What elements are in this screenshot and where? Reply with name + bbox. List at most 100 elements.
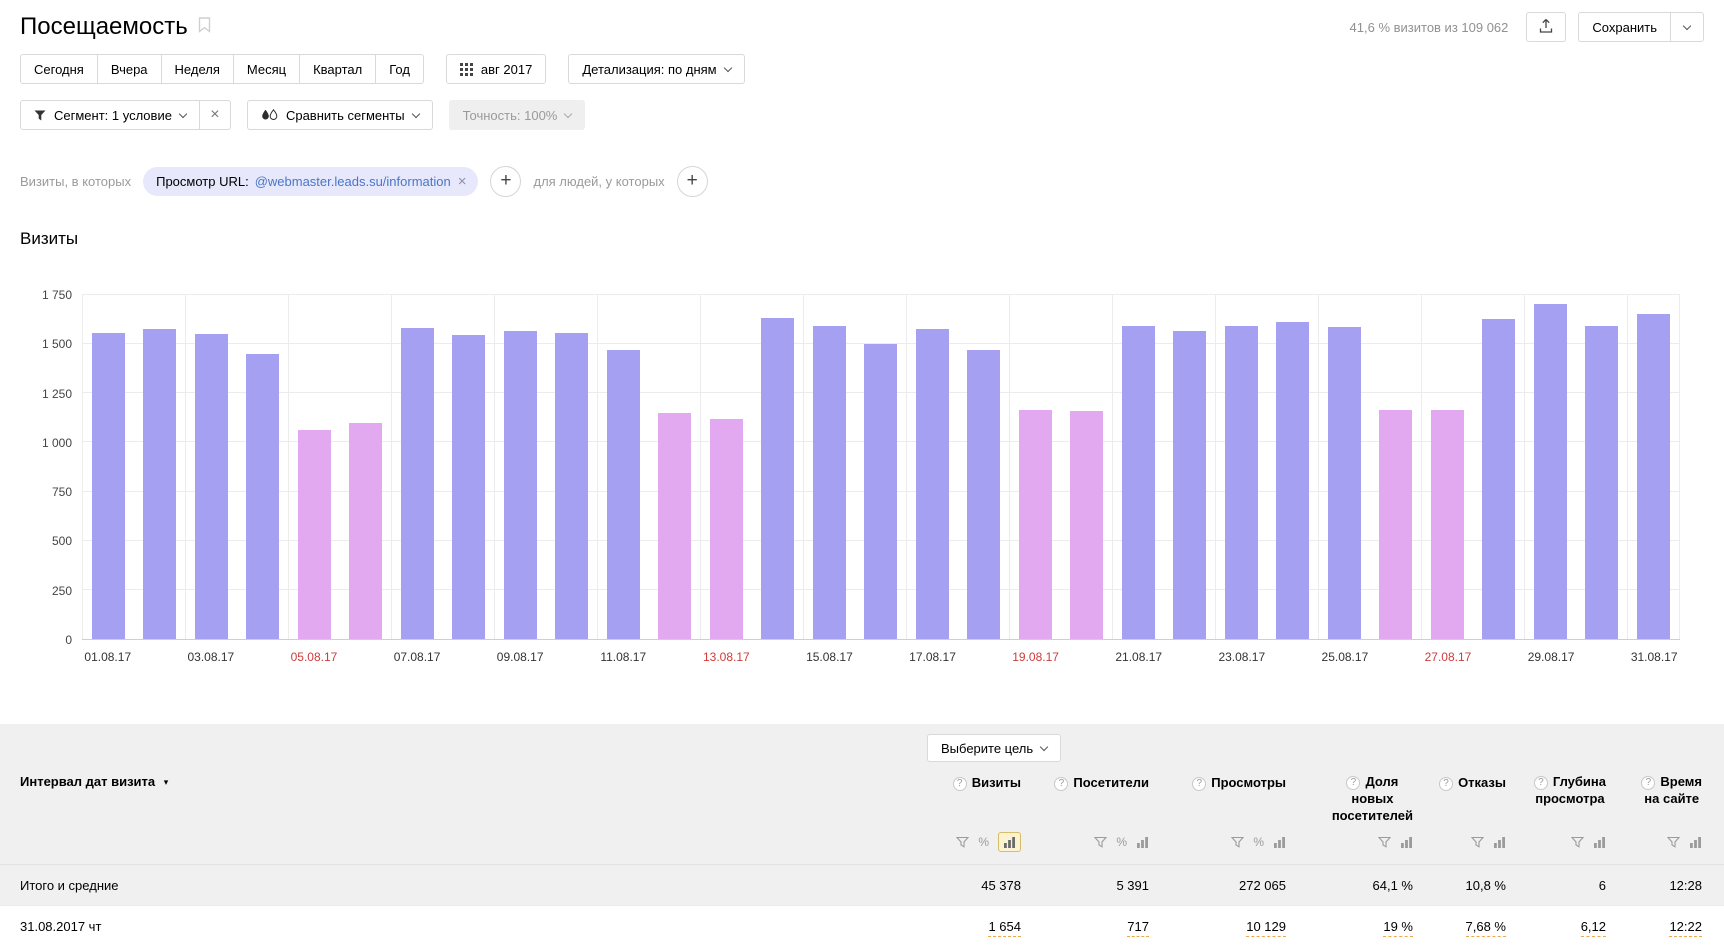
chart-bar[interactable]: [1431, 409, 1464, 639]
chart-bar[interactable]: [555, 333, 588, 639]
chart-bar[interactable]: [92, 333, 125, 639]
metric-column-header[interactable]: ? Визиты: [927, 774, 1023, 792]
percent-icon[interactable]: %: [1116, 835, 1127, 849]
metric-value[interactable]: 12:22: [1669, 918, 1702, 937]
metric-cell: 10 129: [1151, 918, 1288, 937]
add-people-condition-button[interactable]: +: [676, 166, 708, 197]
metric-column-header[interactable]: ? Глубина просмотра: [1508, 774, 1608, 808]
chart-bar[interactable]: [1379, 409, 1412, 639]
period-button[interactable]: Месяц: [232, 54, 301, 84]
date-column-header[interactable]: Интервал дат визита ▾: [20, 774, 927, 789]
chart-bar[interactable]: [710, 419, 743, 639]
url-condition-chip[interactable]: Просмотр URL: @webmaster.leads.su/inform…: [143, 167, 479, 196]
bar-chart-icon[interactable]: [1136, 833, 1149, 851]
metric-value[interactable]: 19 %: [1383, 918, 1413, 937]
chart-bar[interactable]: [761, 318, 794, 639]
percent-icon[interactable]: %: [1253, 835, 1264, 849]
chart-bar[interactable]: [143, 329, 176, 639]
filter-icon[interactable]: [1378, 833, 1391, 851]
save-button[interactable]: Сохранить: [1578, 12, 1671, 42]
save-dropdown-button[interactable]: [1670, 12, 1704, 42]
segment-clear-button[interactable]: ×: [198, 100, 231, 130]
metric-column-header[interactable]: ? Время на сайте: [1608, 774, 1704, 808]
metric-value[interactable]: 1 654: [988, 918, 1021, 937]
bar-chart-icon[interactable]: [1493, 833, 1506, 851]
chart-bar[interactable]: [349, 423, 382, 639]
filter-icon[interactable]: [1094, 833, 1108, 851]
metric-column-header[interactable]: ? Отказы: [1415, 774, 1508, 792]
bar-chart-icon[interactable]: [1400, 833, 1413, 851]
chart-bar[interactable]: [1637, 313, 1670, 639]
filter-icon[interactable]: [1231, 833, 1245, 851]
filter-icon[interactable]: [956, 833, 970, 851]
chart-bar[interactable]: [658, 413, 691, 639]
chart-bar[interactable]: [607, 349, 640, 639]
help-icon[interactable]: ?: [1533, 776, 1548, 790]
metric-value[interactable]: 6,12: [1580, 918, 1606, 937]
page-title: Посещаемость: [20, 13, 188, 40]
bar-chart-icon[interactable]: [1273, 833, 1286, 851]
add-visit-condition-button[interactable]: +: [490, 166, 522, 197]
period-button[interactable]: Год: [375, 54, 424, 84]
help-icon[interactable]: ?: [1054, 777, 1069, 791]
accuracy-button[interactable]: Точность: 100%: [448, 100, 586, 130]
chart-bar[interactable]: [1328, 327, 1361, 639]
chart-bar[interactable]: [1225, 326, 1258, 639]
chart-bar[interactable]: [246, 353, 279, 639]
chart-bar[interactable]: [401, 327, 434, 639]
goal-select-button[interactable]: Выберите цель: [927, 734, 1062, 762]
period-button[interactable]: Квартал: [299, 54, 377, 84]
chip-url-link[interactable]: @webmaster.leads.su/information: [254, 174, 451, 189]
percent-icon[interactable]: %: [978, 835, 989, 849]
compare-segments-button[interactable]: Сравнить сегменты: [246, 100, 433, 130]
period-button[interactable]: Сегодня: [20, 54, 98, 84]
filter-icon[interactable]: [1571, 833, 1584, 851]
chart-bar[interactable]: [1122, 326, 1155, 639]
month-picker-button[interactable]: авг 2017: [445, 54, 547, 84]
metric-value[interactable]: 7,68 %: [1465, 918, 1506, 937]
help-icon[interactable]: ?: [1346, 776, 1361, 790]
metric-column-header[interactable]: ? Посетители: [1023, 774, 1151, 792]
month-picker-label: авг 2017: [480, 61, 533, 77]
metric-column-header[interactable]: ? Просмотры: [1151, 774, 1288, 792]
help-icon[interactable]: ?: [1192, 777, 1207, 791]
help-icon[interactable]: ?: [1439, 777, 1454, 791]
chart-bar[interactable]: [1019, 409, 1052, 639]
metric-value[interactable]: 717: [1127, 918, 1149, 937]
segment-button[interactable]: Сегмент: 1 условие: [20, 100, 200, 130]
bar-chart-icon[interactable]: [1593, 833, 1606, 851]
chart-bar[interactable]: [916, 328, 949, 639]
chart-bar[interactable]: [813, 326, 846, 639]
export-button[interactable]: [1526, 12, 1567, 42]
help-icon[interactable]: ?: [952, 777, 967, 791]
period-button[interactable]: Неделя: [160, 54, 234, 84]
filter-icon[interactable]: [1471, 833, 1484, 851]
chart-bar[interactable]: [1276, 321, 1309, 639]
bar-chart-icon[interactable]: [1689, 833, 1702, 851]
bar-chart-icon[interactable]: [998, 832, 1021, 852]
detail-button[interactable]: Детализация: по дням: [568, 54, 745, 84]
chip-remove-icon[interactable]: ×: [457, 173, 467, 190]
chart-bar[interactable]: [967, 349, 1000, 639]
column-tools: [1608, 833, 1704, 851]
chart-bar[interactable]: [452, 334, 485, 639]
x-tick-label: 25.08.17: [1321, 650, 1369, 664]
chart-bar[interactable]: [298, 430, 331, 639]
metric-value: 45 378: [981, 877, 1021, 893]
filter-icon[interactable]: [1667, 833, 1680, 851]
metric-column-header[interactable]: ? Доля новых посетителей: [1288, 774, 1415, 825]
metric-value[interactable]: 10 129: [1246, 918, 1286, 937]
help-icon[interactable]: ?: [1641, 776, 1656, 790]
chart-bar[interactable]: [504, 330, 537, 639]
x-tick-slot: [237, 648, 289, 666]
period-button[interactable]: Вчера: [96, 54, 162, 84]
chart-bar[interactable]: [1173, 330, 1206, 639]
chart-bar[interactable]: [864, 343, 897, 639]
chart-bar[interactable]: [195, 334, 228, 639]
bookmark-icon[interactable]: [198, 16, 211, 38]
funnel-icon: [34, 110, 46, 121]
chart-bar[interactable]: [1482, 319, 1515, 639]
chart-bar[interactable]: [1585, 326, 1618, 639]
chart-bar[interactable]: [1070, 410, 1103, 639]
chart-bar[interactable]: [1534, 304, 1567, 639]
